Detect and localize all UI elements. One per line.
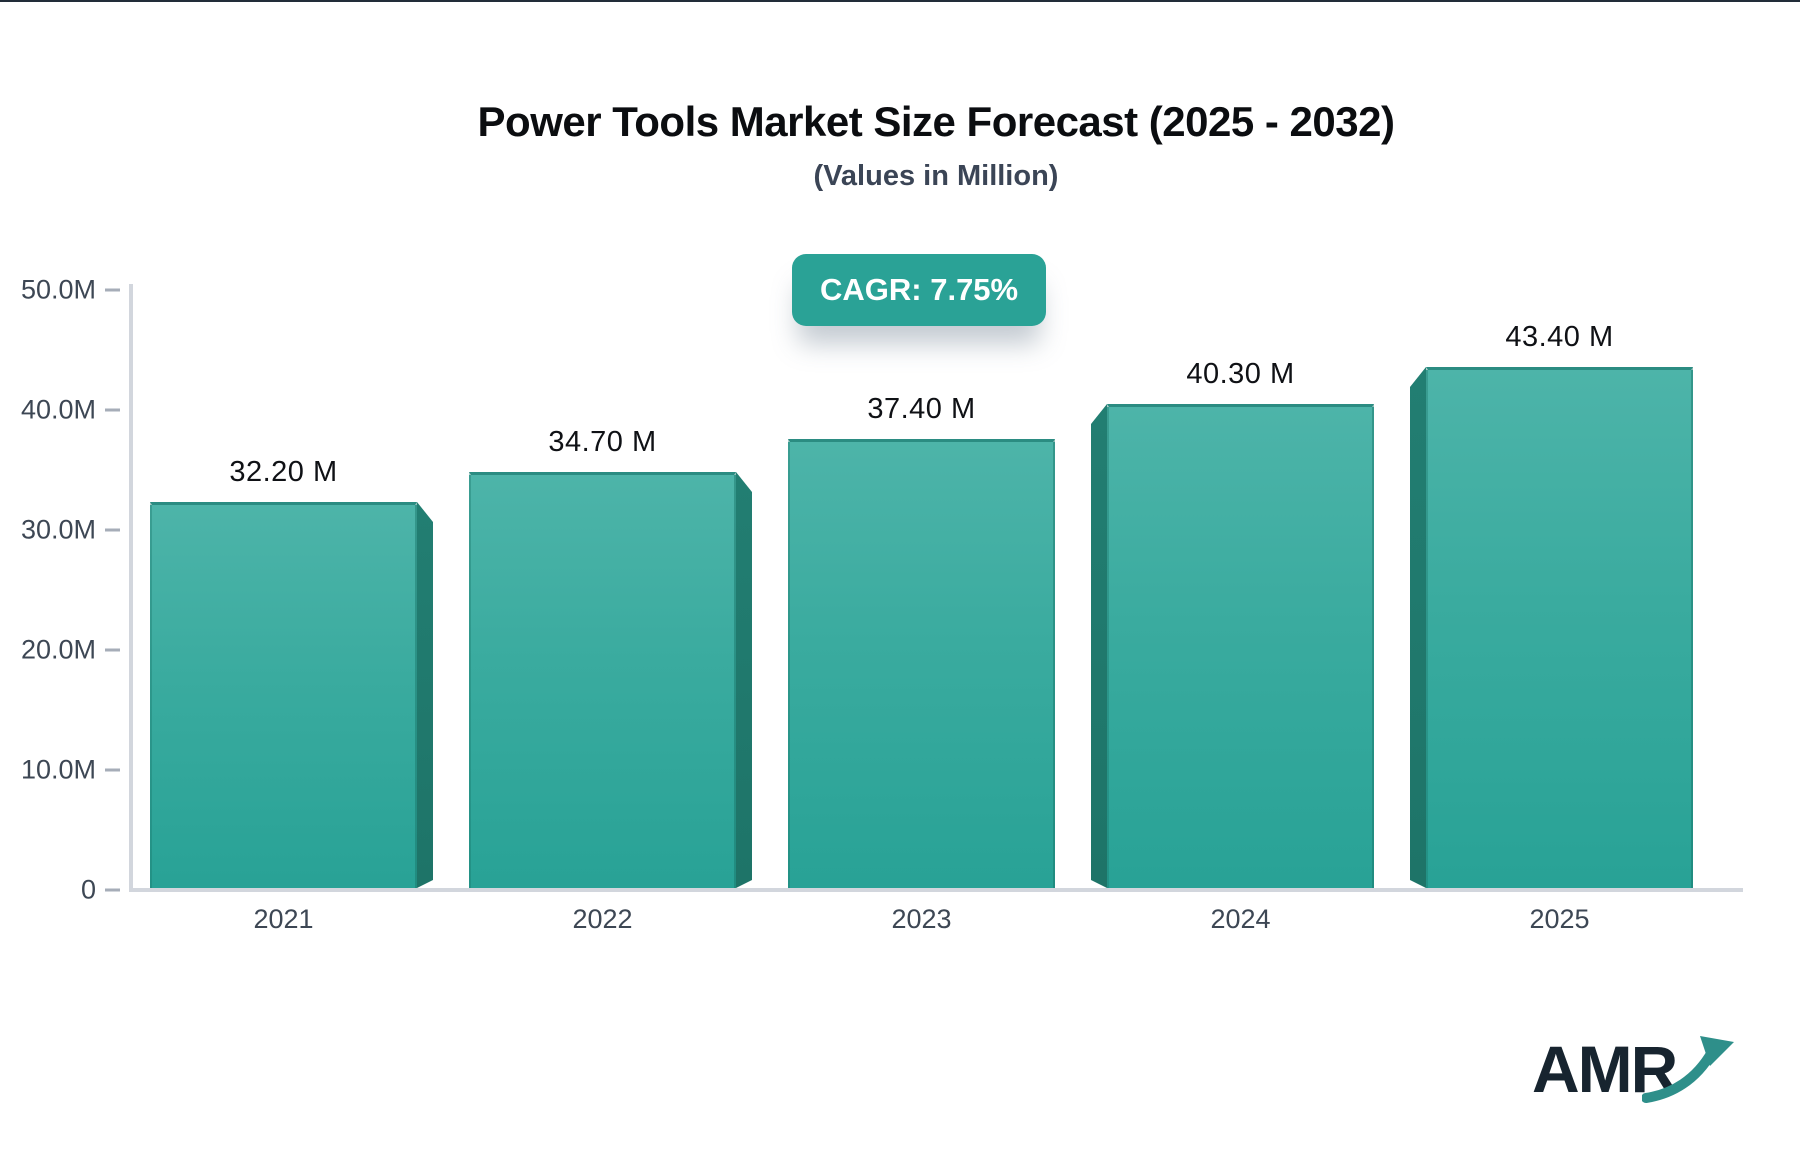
y-axis-line [129, 284, 133, 892]
bar-value-label-2021: 32.20 M [229, 456, 338, 488]
bar-3d-side-2024 [1091, 404, 1107, 888]
bar-2022 [469, 472, 736, 888]
bar-3d-side-2022 [736, 472, 752, 888]
x-tick-label-2022: 2022 [572, 904, 633, 934]
chart-header: Power Tools Market Size Forecast (2025 -… [129, 98, 1743, 193]
bar-2024 [1107, 404, 1374, 888]
y-tick-label: 50.0M [20, 274, 96, 305]
bar-value-label-2025: 43.40 M [1505, 321, 1614, 353]
x-tick-label-2025: 2025 [1529, 904, 1590, 934]
amr-logo-text: AMR [1532, 1032, 1678, 1106]
bar-value-label-2024: 40.30 M [1186, 358, 1295, 390]
y-tick-mark [105, 528, 120, 532]
x-tick-label-2021: 2021 [253, 904, 314, 934]
bar-2023 [788, 439, 1055, 888]
chart-subtitle: (Values in Million) [813, 160, 1059, 193]
bar-2025 [1426, 367, 1693, 888]
y-tick-mark [105, 768, 120, 772]
bar-2021 [150, 502, 417, 888]
cagr-badge: CAGR: 7.75% [792, 254, 1047, 326]
y-tick-label: 20.0M [20, 634, 96, 665]
y-tick-label: 0 [80, 874, 96, 905]
x-tick-label-2023: 2023 [891, 904, 952, 934]
y-tick-mark [105, 888, 120, 892]
chart-title: Power Tools Market Size Forecast (2025 -… [477, 98, 1395, 145]
x-axis-line [129, 888, 1743, 892]
bar-3d-side-2025 [1410, 367, 1426, 888]
bar-value-label-2022: 34.70 M [548, 426, 657, 458]
y-tick-label: 40.0M [20, 394, 96, 425]
y-tick-mark [105, 648, 120, 652]
amr-logo: AMR [1532, 1032, 1734, 1116]
y-tick-label: 30.0M [20, 514, 96, 545]
y-tick-label: 10.0M [20, 754, 96, 785]
bar-3d-side-2021 [417, 502, 433, 888]
y-tick-mark [105, 408, 120, 412]
x-tick-label-2024: 2024 [1210, 904, 1271, 934]
bar-value-label-2023: 37.40 M [867, 393, 976, 425]
y-tick-mark [105, 288, 120, 292]
growth-arrow-icon [1642, 1036, 1734, 1103]
